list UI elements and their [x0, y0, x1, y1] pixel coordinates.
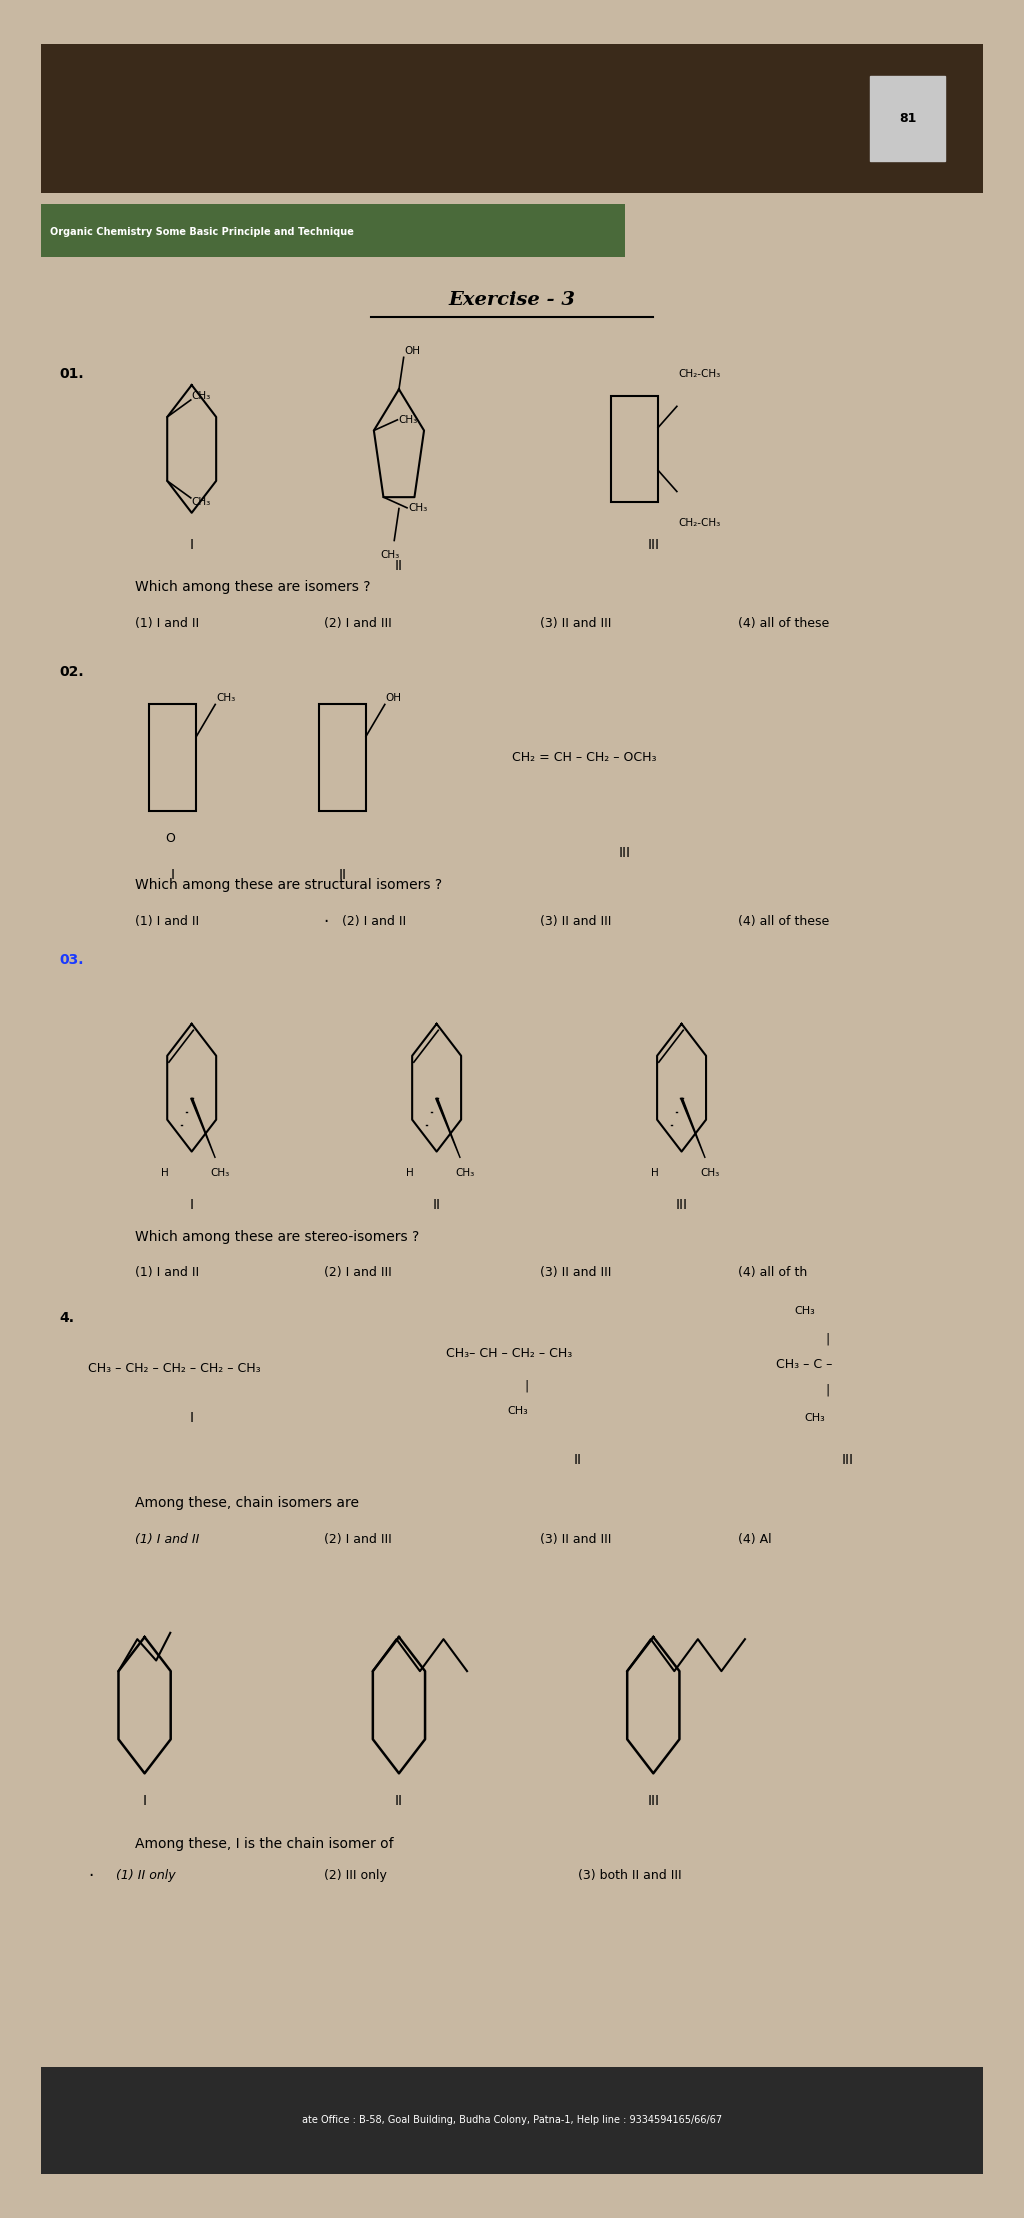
Text: I: I — [189, 1411, 194, 1424]
Text: O: O — [165, 832, 175, 845]
Text: CH₂ = CH – CH₂ – OCH₃: CH₂ = CH – CH₂ – OCH₃ — [512, 752, 656, 765]
Text: I: I — [171, 867, 175, 883]
Text: (4) all of these: (4) all of these — [738, 916, 829, 927]
Bar — [41, 44, 983, 193]
Text: Exercise - 3: Exercise - 3 — [449, 291, 575, 308]
Text: Which among these are structural isomers ?: Which among these are structural isomers… — [135, 878, 442, 892]
Bar — [41, 204, 625, 257]
Text: Organic Chemistry Some Basic Principle and Technique: Organic Chemistry Some Basic Principle a… — [50, 226, 354, 237]
Text: CH₃: CH₃ — [191, 390, 211, 401]
Text: (1) I and II: (1) I and II — [135, 916, 200, 927]
Text: CH₃: CH₃ — [456, 1169, 474, 1178]
Text: 03.: 03. — [59, 954, 84, 967]
Text: Among these, I is the chain isomer of: Among these, I is the chain isomer of — [135, 1837, 394, 1850]
Text: II: II — [338, 867, 346, 883]
Text: CH₃: CH₃ — [216, 692, 236, 703]
Text: (2) III only: (2) III only — [324, 1870, 386, 1883]
Text: (2) I and III: (2) I and III — [324, 617, 391, 630]
Text: H: H — [651, 1169, 659, 1178]
Bar — [611, 395, 658, 501]
Text: 02.: 02. — [59, 665, 84, 679]
Text: CH₃ – C –: CH₃ – C – — [776, 1357, 833, 1371]
Text: ate Office : B-58, Goal Building, Budha Colony, Patna-1, Help line : 9334594165/: ate Office : B-58, Goal Building, Budha … — [302, 2116, 722, 2125]
FancyBboxPatch shape — [870, 75, 945, 162]
Bar — [150, 705, 197, 812]
Text: CH₃: CH₃ — [700, 1169, 720, 1178]
Text: (2) I and III: (2) I and III — [324, 1533, 391, 1546]
Text: (1) II only: (1) II only — [117, 1870, 176, 1883]
Text: (3) both II and III: (3) both II and III — [578, 1870, 682, 1883]
Text: |: | — [825, 1333, 829, 1346]
Text: |: | — [825, 1384, 829, 1397]
Text: (4) all of th: (4) all of th — [738, 1266, 807, 1280]
Text: CH₃: CH₃ — [398, 415, 418, 426]
Text: CH₃: CH₃ — [191, 497, 211, 508]
Text: CH₂-CH₃: CH₂-CH₃ — [679, 519, 721, 528]
Text: I: I — [189, 537, 194, 552]
Text: II: II — [573, 1453, 582, 1468]
Text: II: II — [395, 1794, 403, 1808]
Text: H: H — [162, 1169, 169, 1178]
Text: ·: · — [324, 912, 329, 932]
Text: (1) I and II: (1) I and II — [135, 617, 200, 630]
Polygon shape — [190, 1098, 215, 1158]
Text: (3) II and III: (3) II and III — [541, 1266, 611, 1280]
Text: OH: OH — [386, 692, 401, 703]
Text: |: | — [524, 1380, 528, 1393]
Text: II: II — [432, 1198, 440, 1211]
Text: III: III — [620, 847, 631, 861]
Text: I: I — [189, 1198, 194, 1211]
Text: (2) I and II: (2) I and II — [342, 916, 407, 927]
Text: CH₃: CH₃ — [507, 1406, 528, 1417]
Text: Which among these are stereo-isomers ?: Which among these are stereo-isomers ? — [135, 1229, 420, 1244]
Text: CH₃: CH₃ — [408, 503, 427, 512]
Text: CH₃: CH₃ — [380, 550, 399, 561]
Text: ·: · — [88, 1868, 93, 1885]
Text: Which among these are isomers ?: Which among these are isomers ? — [135, 581, 371, 594]
Text: H: H — [407, 1169, 414, 1178]
Text: CH₂-CH₃: CH₂-CH₃ — [679, 370, 721, 379]
Text: CH₃: CH₃ — [804, 1413, 824, 1422]
Text: (4) all of these: (4) all of these — [738, 617, 829, 630]
Text: Among these, chain isomers are: Among these, chain isomers are — [135, 1495, 359, 1510]
Bar — [41, 2067, 983, 2174]
Text: CH₃– CH – CH₂ – CH₃: CH₃– CH – CH₂ – CH₃ — [446, 1346, 572, 1360]
Text: (1) I and II: (1) I and II — [135, 1533, 200, 1546]
Text: III: III — [647, 1794, 659, 1808]
Text: (3) II and III: (3) II and III — [541, 916, 611, 927]
Text: I: I — [142, 1794, 146, 1808]
Text: (2) I and III: (2) I and III — [324, 1266, 391, 1280]
Polygon shape — [681, 1098, 706, 1158]
Text: III: III — [647, 537, 659, 552]
Text: CH₃ – CH₂ – CH₂ – CH₂ – CH₃: CH₃ – CH₂ – CH₂ – CH₂ – CH₃ — [88, 1362, 261, 1375]
Text: CH₃: CH₃ — [795, 1306, 815, 1315]
Text: (1) I and II: (1) I and II — [135, 1266, 200, 1280]
Text: II: II — [395, 559, 403, 572]
Text: 81: 81 — [899, 113, 916, 126]
Text: (3) II and III: (3) II and III — [541, 1533, 611, 1546]
Polygon shape — [435, 1098, 460, 1158]
Text: 01.: 01. — [59, 368, 84, 381]
Text: 4.: 4. — [59, 1311, 75, 1324]
Text: (3) II and III: (3) II and III — [541, 617, 611, 630]
Text: OH: OH — [404, 346, 421, 355]
Text: III: III — [842, 1453, 854, 1468]
Text: (4) Al: (4) Al — [738, 1533, 772, 1546]
Bar — [318, 705, 366, 812]
Text: III: III — [676, 1198, 687, 1211]
Text: CH₃: CH₃ — [210, 1169, 229, 1178]
